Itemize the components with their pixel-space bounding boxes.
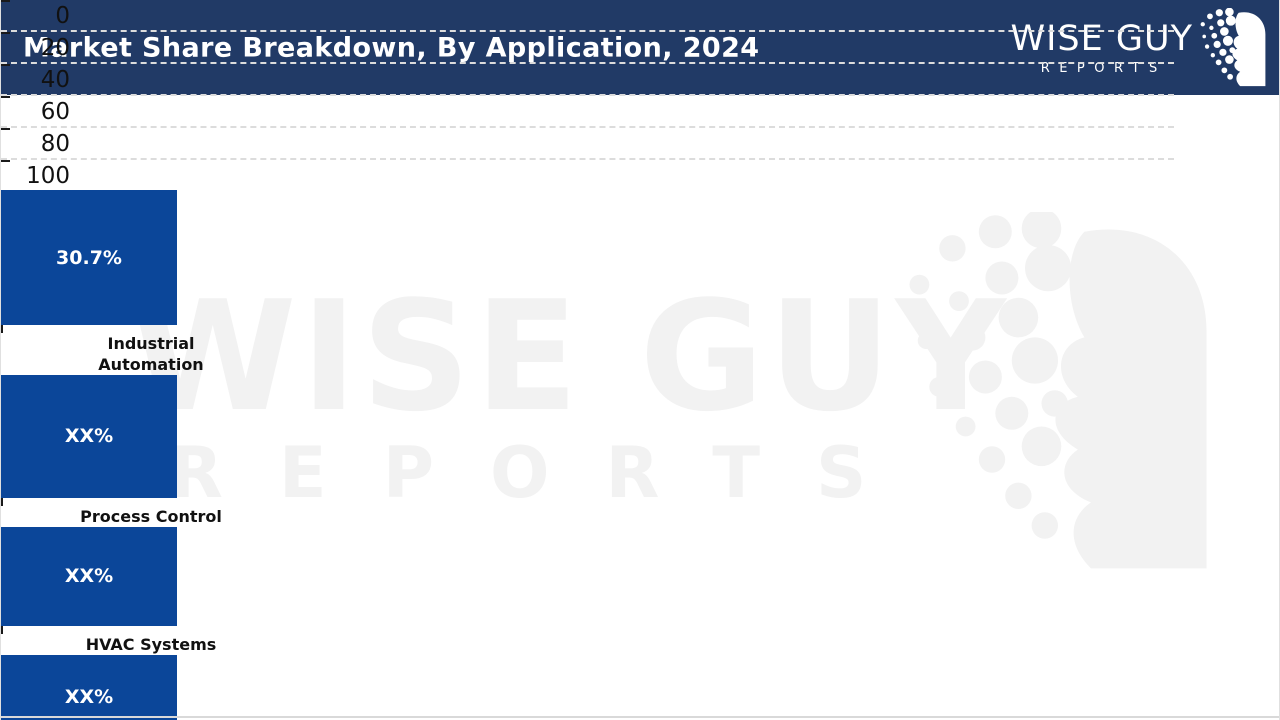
wise-guy-reports-logo: WISE GUY REPORTS: [1010, 6, 1269, 90]
bar-value-label-process-control: XX%: [64, 425, 114, 448]
bottom-border-line: [1, 716, 1279, 718]
x-tick-process-control: [1, 497, 3, 506]
y-tick-label-60: 60: [40, 99, 70, 125]
logo-subtitle: REPORTS: [1040, 61, 1167, 76]
gridline-100: [1, 158, 1174, 160]
x-category-label-line: Industrial: [107, 334, 195, 354]
header-band: Market Share Breakdown, By Application, …: [1, 0, 1279, 95]
y-tick-80: [1, 128, 10, 130]
page-title: Market Share Breakdown, By Application, …: [23, 32, 760, 63]
bar-value-label-hvac-systems: XX%: [64, 565, 114, 588]
y-tick-40: [1, 64, 10, 66]
bar-industrial-automation: 30.7%: [1, 190, 177, 326]
bar-value-label-industrial-automation: 30.7%: [56, 246, 122, 269]
y-tick-0: [1, 0, 10, 2]
bar-hvac-systems: XX%: [1, 526, 177, 627]
logo-text: WISE GUY REPORTS: [1010, 20, 1193, 76]
gridline-40: [1, 62, 1174, 64]
logo-wordmark: WISE GUY: [1010, 19, 1193, 59]
y-tick-label-0: 0: [55, 3, 70, 29]
bar-process-control: XX%: [1, 375, 177, 498]
x-category-label-line: HVAC Systems: [85, 635, 217, 655]
x-category-label-industrial-automation: Industrial Automation: [1, 333, 301, 375]
x-category-label-line: Process Control: [80, 506, 222, 526]
watermark-wordmark: WISE GUY: [129, 268, 1010, 445]
gridline-20: [1, 30, 1174, 32]
y-tick-label-100: 100: [26, 163, 70, 189]
x-category-label-hvac-systems: HVAC Systems: [1, 634, 301, 655]
bar-value-label-food-and-beverage-processing: XX%: [64, 685, 114, 708]
gridline-60: [1, 94, 1174, 96]
y-tick-label-40: 40: [40, 67, 70, 93]
x-category-label-line: Automation: [98, 355, 204, 375]
gridline-80: [1, 126, 1174, 128]
y-tick-label-20: 20: [40, 35, 70, 61]
bar-food-and-beverage-processing: XX%: [1, 655, 177, 720]
y-tick-label-80: 80: [40, 131, 70, 157]
y-tick-20: [1, 32, 10, 34]
y-tick-60: [1, 96, 10, 98]
watermark-subtitle: REPORTS: [169, 432, 923, 514]
x-category-label-process-control: Process Control: [1, 506, 301, 527]
x-tick-hvac-systems: [1, 626, 3, 635]
y-tick-100: [1, 160, 10, 162]
x-tick-industrial-automation: [1, 325, 3, 334]
